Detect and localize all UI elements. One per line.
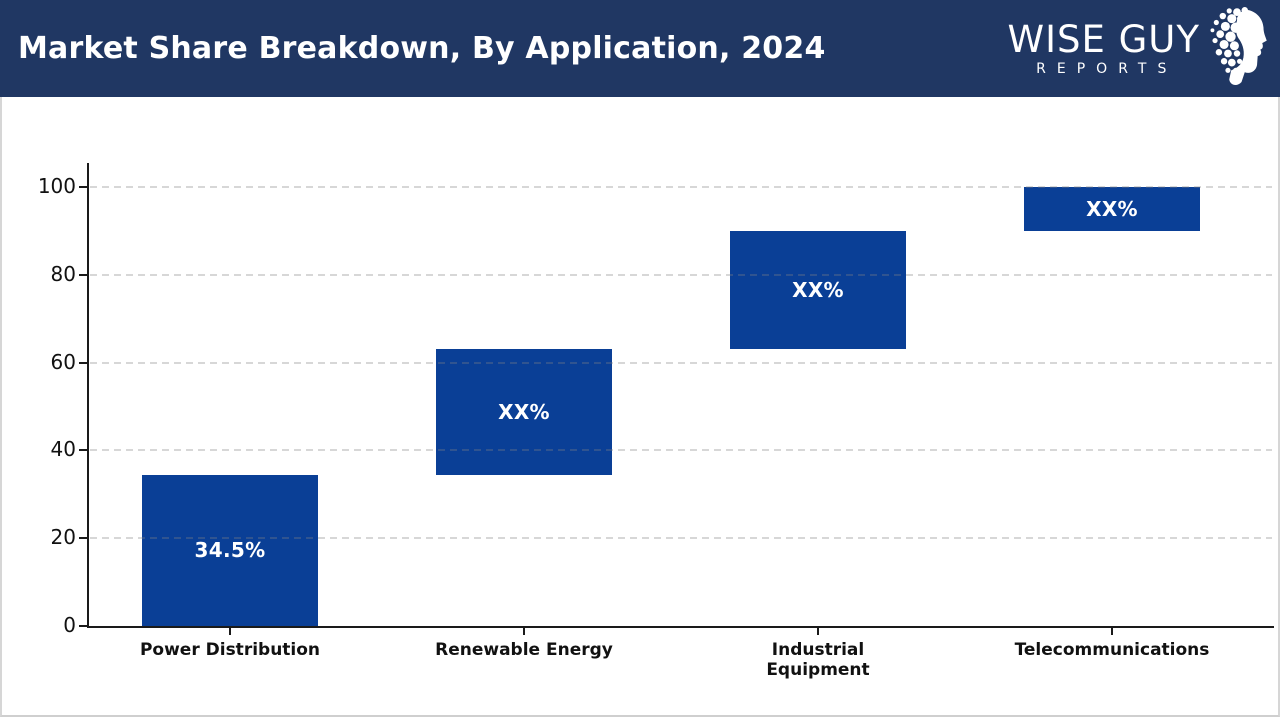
dotted-head-logo-icon [1202,7,1272,91]
brand-logo: WISE GUY REPORTS [1008,6,1272,92]
x-tick-mark-3 [1111,628,1113,635]
y-tick-mark-80 [79,273,87,276]
reports-wordmark: REPORTS [1036,61,1178,78]
x-tick-mark-0 [229,628,231,635]
header-bar: Market Share Breakdown, By Application, … [0,0,1280,97]
x-axis-line [87,626,1274,628]
y-tick-mark-20 [79,537,87,540]
y-tick-mark-100 [79,186,87,188]
x-tick-label-3: Telecommunications [1014,640,1210,660]
y-tick-label-100: 100 [37,174,76,198]
x-tick-mark-2 [817,628,819,635]
y-tick-label-20: 20 [50,525,76,550]
gridline-40 [90,449,1272,452]
x-tick-mark-1 [523,628,525,635]
bar-renewable-energy: XX% [436,349,612,475]
gridline-100 [90,186,1272,188]
brand-wordmark: WISE GUY REPORTS [1007,17,1200,78]
bar-industrial-equipment: XX% [730,230,906,350]
gridline-60 [90,361,1272,364]
y-tick-mark-40 [79,449,87,452]
bar-telecommunications: XX% [1024,187,1200,231]
x-tick-label-1: Renewable Energy [435,640,613,660]
wiseguy-wordmark: WISE GUY [1007,17,1200,61]
y-tick-mark-0 [79,625,87,627]
bar-power-distribution: 34.5% [142,474,318,626]
page-title: Market Share Breakdown, By Application, … [18,31,826,66]
gridline-80 [90,273,1272,276]
gridline-20 [90,537,1272,540]
bar-value-label: 34.5% [194,538,266,563]
y-tick-mark-60 [79,361,87,364]
bar-value-label: XX% [1086,196,1138,221]
y-axis-line [87,163,89,628]
bar-value-label: XX% [498,399,550,424]
y-tick-label-60: 60 [50,349,76,374]
x-tick-label-2: Industrial Equipment [766,640,870,680]
y-tick-label-40: 40 [50,437,76,462]
x-tick-label-0: Power Distribution [139,640,321,660]
y-tick-label-0: 0 [63,613,76,637]
bar-value-label: XX% [792,278,844,303]
y-tick-label-80: 80 [50,261,76,286]
